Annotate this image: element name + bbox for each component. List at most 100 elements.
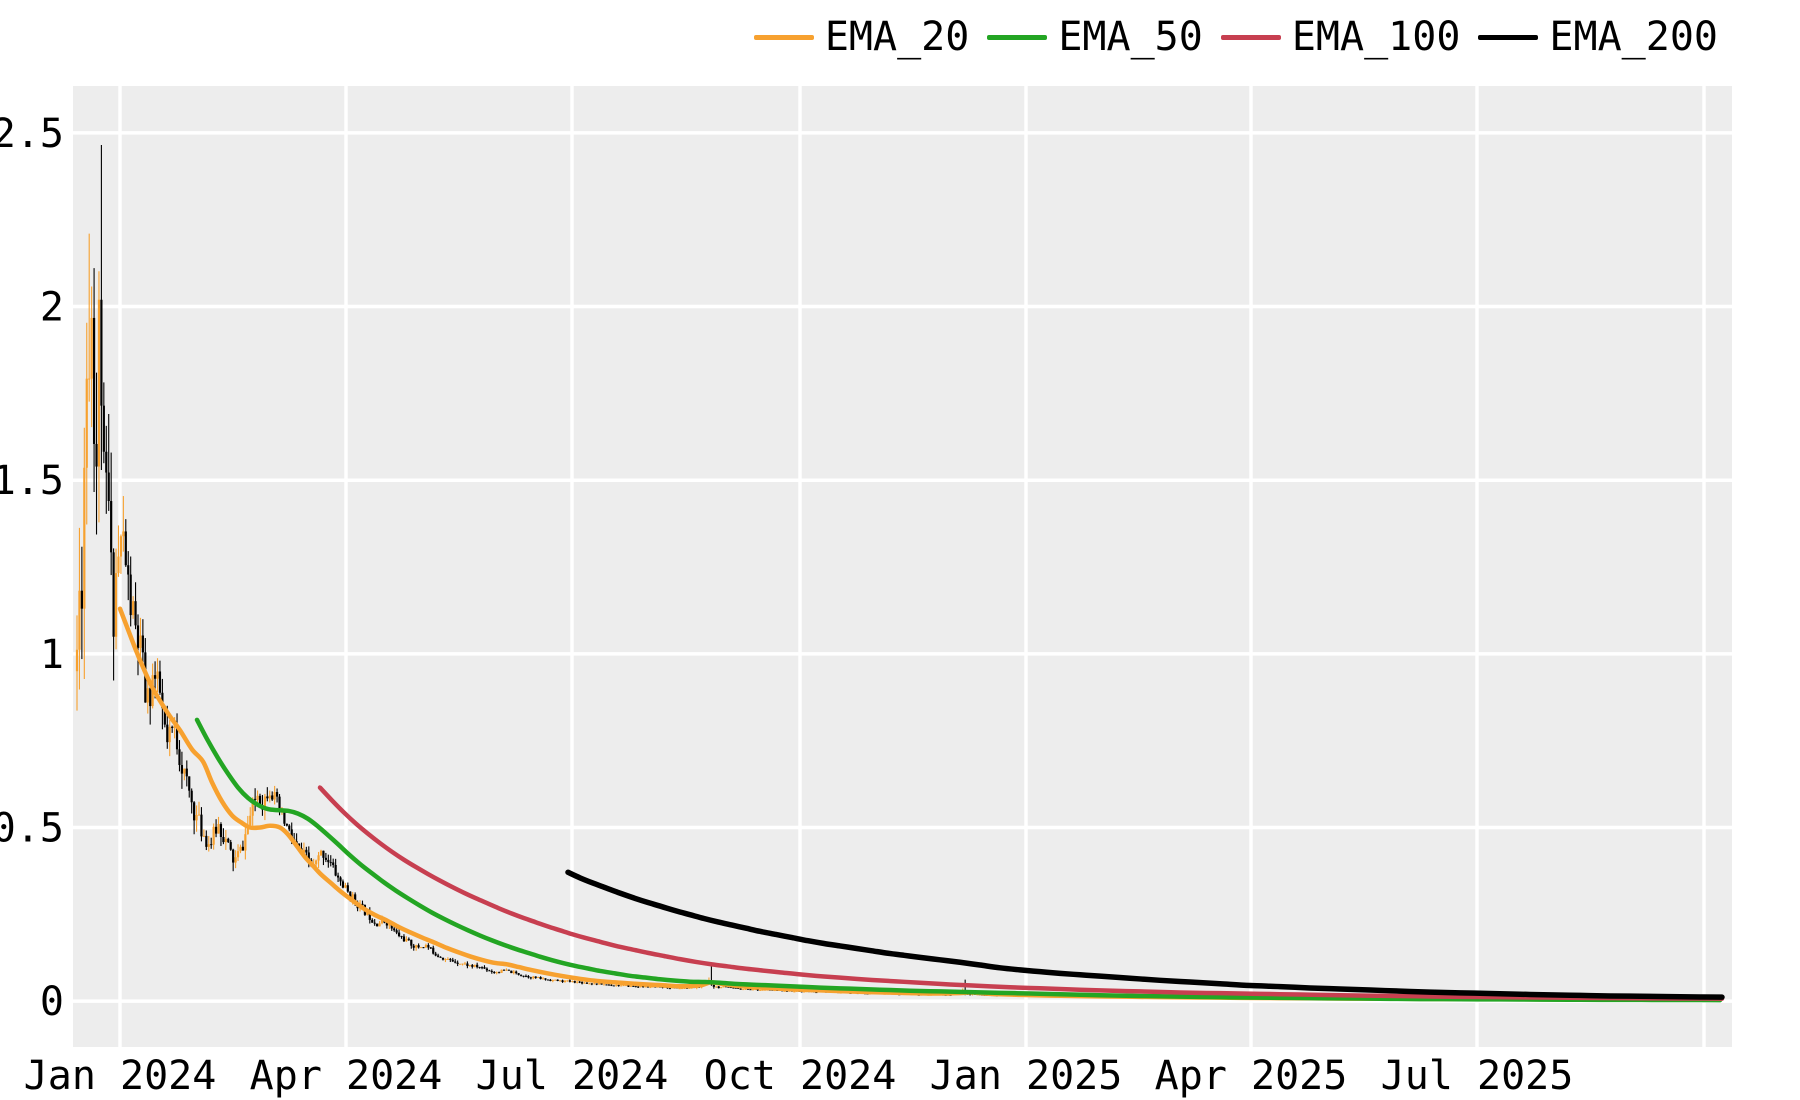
candle-body xyxy=(275,792,279,797)
y-tick-label: 1.5 xyxy=(0,458,64,504)
candle-body xyxy=(127,565,130,575)
candle-body xyxy=(744,988,747,990)
candle-body xyxy=(351,894,354,900)
candle-body xyxy=(334,864,337,876)
candle-body xyxy=(341,881,345,888)
candle-body xyxy=(583,982,586,984)
candle-body xyxy=(515,971,518,974)
candle-body xyxy=(580,982,584,984)
candle-body xyxy=(588,983,591,985)
y-tick-label: 0.5 xyxy=(0,806,64,852)
candle-body xyxy=(327,859,330,863)
candle-body xyxy=(200,814,203,837)
legend-item-ema_100: EMA_100 xyxy=(1220,14,1460,60)
candle-body xyxy=(620,985,623,987)
candle-body xyxy=(815,992,818,994)
candle-body xyxy=(207,844,210,847)
candle-body xyxy=(344,885,347,888)
candle-body xyxy=(110,501,113,553)
candle-body xyxy=(763,989,767,991)
candle-body xyxy=(544,978,547,980)
candle-body xyxy=(427,945,430,948)
candle-body xyxy=(646,986,650,988)
candle-body xyxy=(534,976,537,978)
candle-body xyxy=(488,970,491,972)
candle-body xyxy=(246,825,249,835)
candle-body xyxy=(739,988,742,990)
candle-body xyxy=(263,796,266,810)
candle-body xyxy=(197,814,201,816)
candle-body xyxy=(541,978,545,980)
candle-body xyxy=(212,826,215,845)
candle-body xyxy=(602,984,606,986)
candle-body xyxy=(422,947,425,949)
candle-body xyxy=(361,903,364,906)
candle-body xyxy=(415,945,418,948)
candle-body xyxy=(649,987,652,989)
candle-body xyxy=(102,405,105,452)
candle-body xyxy=(759,990,762,992)
candle-body xyxy=(732,987,735,989)
candle-body xyxy=(600,983,603,985)
candle-body xyxy=(559,980,562,982)
legend-line-swatch-icon xyxy=(753,34,814,40)
candle-body xyxy=(92,317,96,444)
candle-body xyxy=(617,985,620,987)
candle-body xyxy=(185,768,188,777)
candle-body xyxy=(615,985,618,987)
candle-body xyxy=(517,973,520,975)
candle-body xyxy=(317,855,320,861)
candle-body xyxy=(214,826,218,834)
candle-body xyxy=(424,945,428,948)
candle-body xyxy=(437,955,440,957)
candle-body xyxy=(742,989,745,991)
candle-body xyxy=(461,963,464,965)
candle-body xyxy=(124,531,127,566)
candle-body xyxy=(519,974,523,976)
candle-body xyxy=(402,936,406,942)
candle-body xyxy=(339,877,342,882)
candle-body xyxy=(163,708,166,725)
candle-body xyxy=(256,795,259,800)
candle-body xyxy=(395,930,398,933)
candle-body xyxy=(114,573,118,637)
x-tick-label: Jul 2025 xyxy=(1381,1053,1574,1099)
candle-body xyxy=(329,862,332,864)
candle-body xyxy=(444,959,447,961)
candle-body xyxy=(166,724,169,743)
candle-body xyxy=(210,844,213,846)
candle-body xyxy=(268,795,271,799)
candle-body xyxy=(566,980,569,982)
candle-body xyxy=(641,986,645,988)
candle-body xyxy=(85,378,88,468)
candle-body xyxy=(302,849,306,853)
candle-body xyxy=(258,795,262,806)
x-tick-label: Oct 2024 xyxy=(704,1053,897,1099)
candle-body xyxy=(651,986,654,988)
candle-body xyxy=(139,635,142,648)
candle-body xyxy=(466,963,469,967)
candle-body xyxy=(537,976,540,978)
candle-body xyxy=(629,985,632,987)
candle-body xyxy=(190,790,193,803)
candle-body xyxy=(322,850,325,858)
candle-body xyxy=(507,969,510,971)
candle-body xyxy=(278,796,281,811)
candle-body xyxy=(622,985,625,987)
candle-body xyxy=(241,846,245,851)
candle-body xyxy=(502,969,506,971)
candle-body xyxy=(639,986,642,988)
candle-body xyxy=(429,947,432,949)
candle-body xyxy=(378,923,381,927)
candle-body xyxy=(305,849,308,853)
candle-body xyxy=(712,984,715,987)
candle-body xyxy=(224,838,227,843)
ema-lines xyxy=(117,606,1725,1003)
ema_50-line xyxy=(194,717,1723,1003)
candle-body xyxy=(524,975,528,977)
candle-body xyxy=(746,988,750,990)
y-tick-label: 2.5 xyxy=(0,111,64,157)
candle-body xyxy=(612,985,615,987)
candle-body xyxy=(315,860,318,865)
candle-body xyxy=(107,472,110,502)
